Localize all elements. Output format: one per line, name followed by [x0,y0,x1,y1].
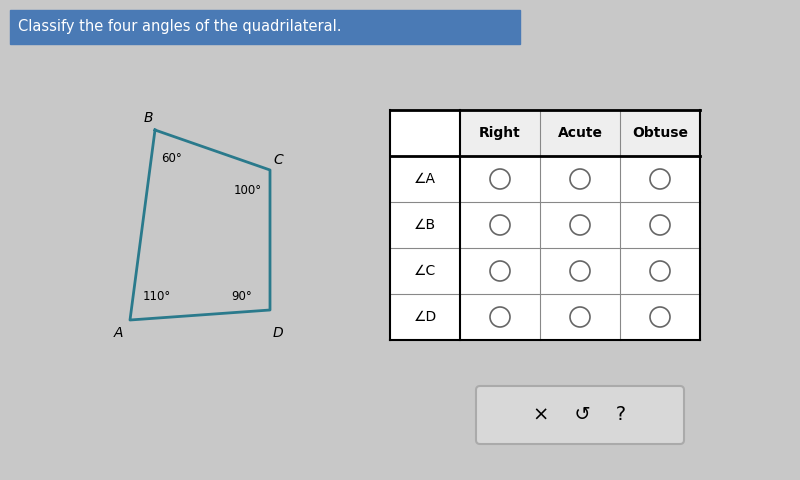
Text: ∠B: ∠B [414,218,436,232]
Text: ×    ↺    ?: × ↺ ? [534,406,626,424]
Text: Classify the four angles of the quadrilateral.: Classify the four angles of the quadrila… [18,20,342,35]
Text: C: C [273,153,283,167]
Text: ∠C: ∠C [414,264,436,278]
Text: Obtuse: Obtuse [632,126,688,140]
FancyBboxPatch shape [476,386,684,444]
Text: 110°: 110° [143,289,171,302]
Text: B: B [143,111,153,125]
FancyBboxPatch shape [460,110,700,156]
Text: ∠A: ∠A [414,172,436,186]
Text: Acute: Acute [558,126,602,140]
FancyBboxPatch shape [390,110,700,340]
Text: 100°: 100° [234,183,262,196]
Text: A: A [114,326,122,340]
Text: Right: Right [479,126,521,140]
Text: 90°: 90° [232,289,252,302]
FancyBboxPatch shape [10,10,520,44]
Text: ∠D: ∠D [414,310,437,324]
Text: D: D [273,326,283,340]
Text: 60°: 60° [162,152,182,165]
